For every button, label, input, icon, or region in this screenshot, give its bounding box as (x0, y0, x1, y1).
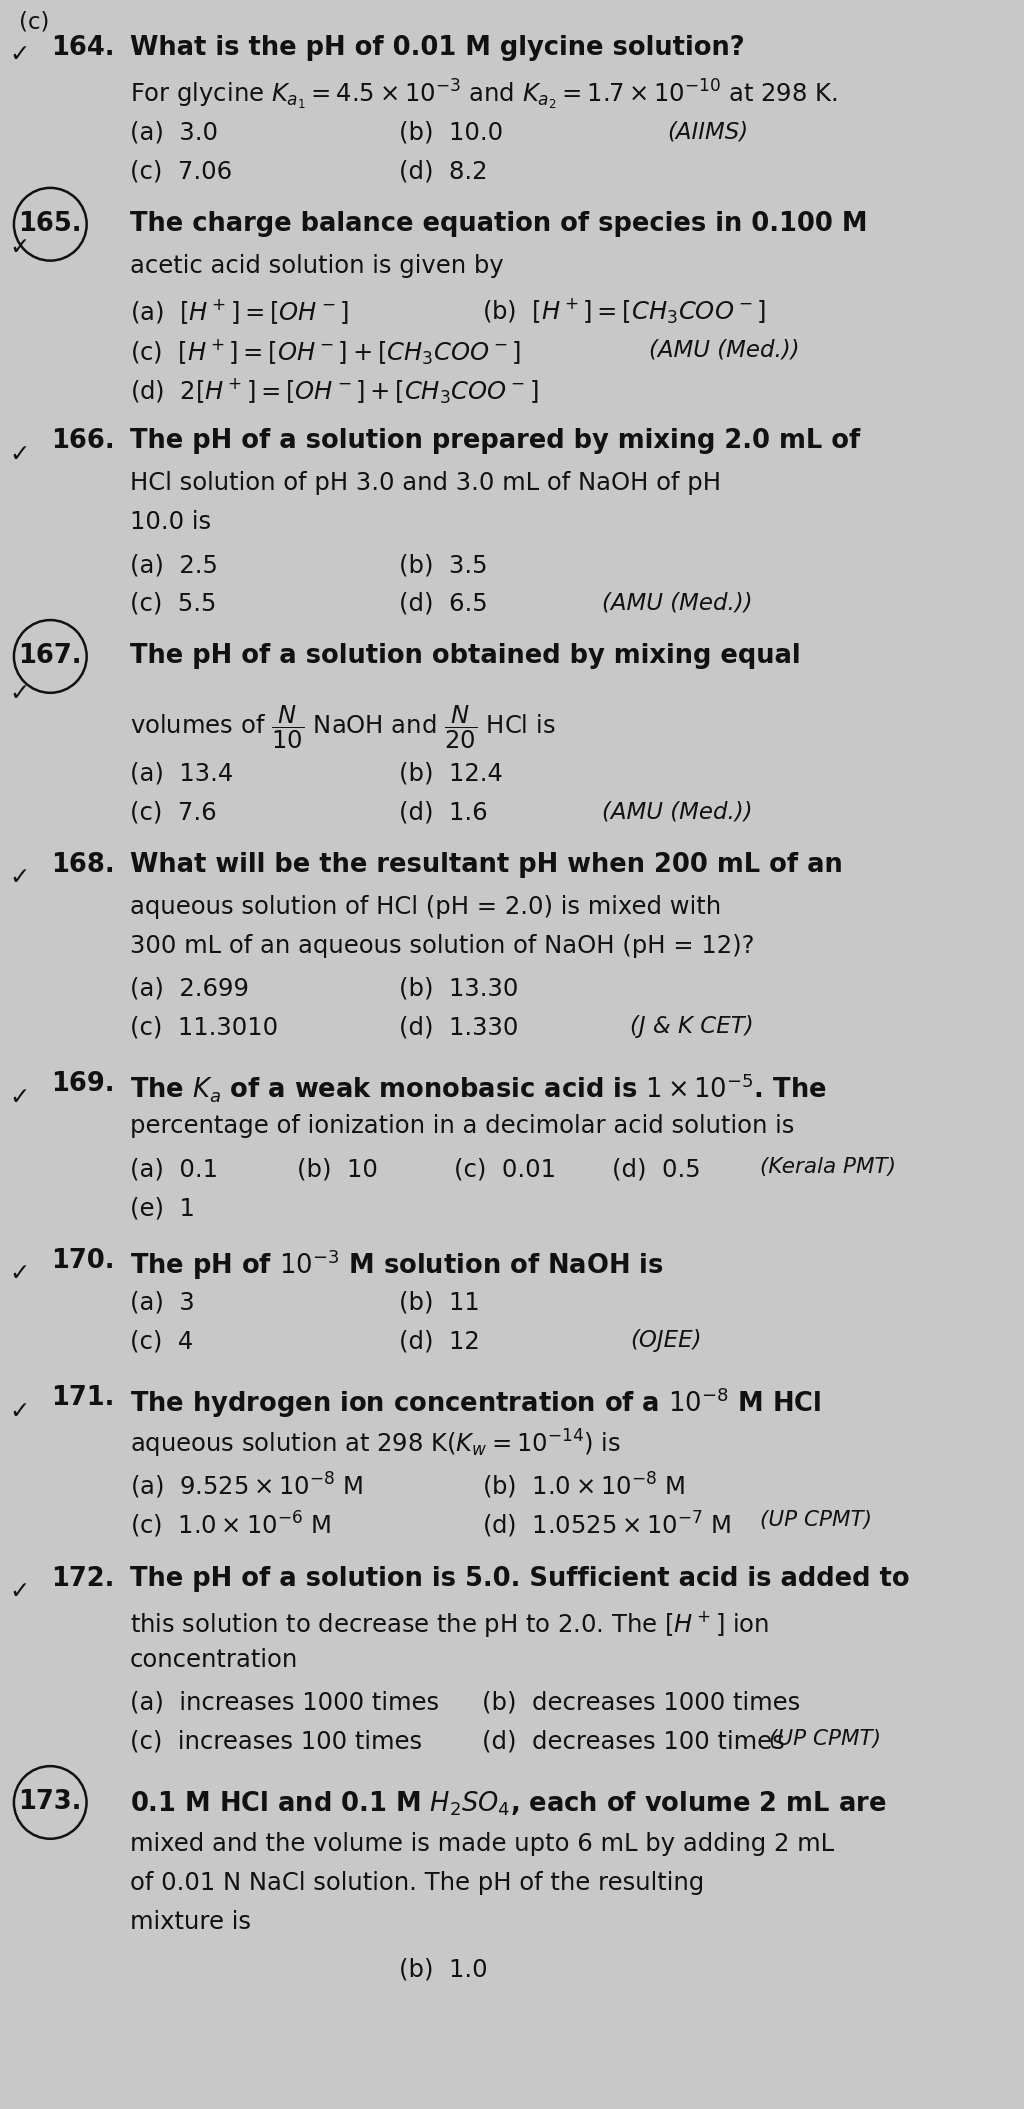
Text: (e)  1: (e) 1 (130, 1196, 195, 1219)
Text: ✓: ✓ (9, 1084, 30, 1109)
Text: 166.: 166. (51, 428, 115, 453)
Text: (b)  11: (b) 11 (398, 1291, 479, 1314)
Text: (UP CPMT): (UP CPMT) (760, 1510, 872, 1529)
Text: ✓: ✓ (9, 1580, 30, 1603)
Text: 171.: 171. (51, 1386, 115, 1411)
Text: (a)  3: (a) 3 (130, 1291, 195, 1314)
Text: ✓: ✓ (9, 681, 30, 704)
Text: ✓: ✓ (9, 1261, 30, 1284)
Text: 170.: 170. (51, 1249, 115, 1274)
Text: (d)  6.5: (d) 6.5 (398, 593, 487, 616)
Text: (a)  0.1: (a) 0.1 (130, 1158, 218, 1181)
Text: (c)  $[H^+]=[OH^-]+[CH_3COO^-]$: (c) $[H^+]=[OH^-]+[CH_3COO^-]$ (130, 337, 520, 367)
Text: (c)  0.01: (c) 0.01 (455, 1158, 556, 1181)
Text: (a)  $9.525\times10^{-8}$ M: (a) $9.525\times10^{-8}$ M (130, 1472, 364, 1502)
Text: 167.: 167. (18, 643, 82, 669)
Text: (a)  $[H^+]=[OH^-]$: (a) $[H^+]=[OH^-]$ (130, 297, 348, 327)
Text: (b)  10: (b) 10 (297, 1158, 378, 1181)
Text: (b)  decreases 1000 times: (b) decreases 1000 times (482, 1691, 800, 1715)
Text: The hydrogen ion concentration of a $10^{-8}$ M HCl: The hydrogen ion concentration of a $10^… (130, 1386, 821, 1419)
Text: 173.: 173. (18, 1788, 82, 1816)
Text: ✓: ✓ (9, 443, 30, 466)
Text: (b)  12.4: (b) 12.4 (398, 761, 503, 787)
Text: ✓: ✓ (9, 236, 30, 259)
Text: (c)  4: (c) 4 (130, 1329, 193, 1354)
Text: (OJEE): (OJEE) (631, 1329, 701, 1352)
Text: this solution to decrease the pH to 2.0. The $[H^+]$ ion: this solution to decrease the pH to 2.0.… (130, 1609, 769, 1639)
Text: 172.: 172. (51, 1565, 115, 1592)
Text: (a)  increases 1000 times: (a) increases 1000 times (130, 1691, 439, 1715)
Text: (AMU (Med.)): (AMU (Med.)) (602, 593, 753, 616)
Text: (a)  3.0: (a) 3.0 (130, 120, 218, 146)
Text: (d)  8.2: (d) 8.2 (398, 160, 487, 183)
Text: (b)  3.5: (b) 3.5 (398, 553, 487, 578)
Text: (a)  2.5: (a) 2.5 (130, 553, 218, 578)
Text: aqueous solution of HCl (pH = 2.0) is mixed with: aqueous solution of HCl (pH = 2.0) is mi… (130, 894, 721, 920)
Text: The pH of $10^{-3}$ M solution of NaOH is: The pH of $10^{-3}$ M solution of NaOH i… (130, 1249, 664, 1282)
Text: 169.: 169. (51, 1071, 115, 1097)
Text: (d)  decreases 100 times: (d) decreases 100 times (482, 1729, 784, 1753)
Text: (Kerala PMT): (Kerala PMT) (760, 1158, 896, 1177)
Text: 300 mL of an aqueous solution of NaOH (pH = 12)?: 300 mL of an aqueous solution of NaOH (p… (130, 934, 755, 957)
Text: (b)  1.0: (b) 1.0 (398, 1957, 487, 1980)
Text: The pH of a solution is 5.0. Sufficient acid is added to: The pH of a solution is 5.0. Sufficient … (130, 1565, 909, 1592)
Text: (AMU (Med.)): (AMU (Med.)) (649, 337, 800, 361)
Text: The pH of a solution obtained by mixing equal: The pH of a solution obtained by mixing … (130, 643, 801, 669)
Text: (d)  0.5: (d) 0.5 (611, 1158, 700, 1181)
Text: (c)  increases 100 times: (c) increases 100 times (130, 1729, 422, 1753)
Text: concentration: concentration (130, 1647, 298, 1672)
Text: (b)  $[H^+]=[CH_3COO^-]$: (b) $[H^+]=[CH_3COO^-]$ (482, 297, 766, 327)
Text: The $K_a$ of a weak monobasic acid is $1\times10^{-5}$. The: The $K_a$ of a weak monobasic acid is $1… (130, 1071, 826, 1105)
Text: mixture is: mixture is (130, 1911, 251, 1934)
Text: (AMU (Med.)): (AMU (Med.)) (602, 801, 753, 823)
Text: (d)  12: (d) 12 (398, 1329, 479, 1354)
Text: (a)  2.699: (a) 2.699 (130, 976, 249, 1000)
Text: 10.0 is: 10.0 is (130, 510, 211, 534)
Text: (c)  11.3010: (c) 11.3010 (130, 1014, 278, 1040)
Text: (b)  13.30: (b) 13.30 (398, 976, 518, 1000)
Text: percentage of ionization in a decimolar acid solution is: percentage of ionization in a decimolar … (130, 1114, 795, 1139)
Text: (UP CPMT): (UP CPMT) (769, 1729, 882, 1748)
Text: of 0.01 N NaCl solution. The pH of the resulting: of 0.01 N NaCl solution. The pH of the r… (130, 1871, 705, 1896)
Text: (d)  1.330: (d) 1.330 (398, 1014, 518, 1040)
Text: The pH of a solution prepared by mixing 2.0 mL of: The pH of a solution prepared by mixing … (130, 428, 860, 453)
Text: HCl solution of pH 3.0 and 3.0 mL of NaOH of pH: HCl solution of pH 3.0 and 3.0 mL of NaO… (130, 472, 721, 496)
Text: ✓: ✓ (9, 865, 30, 890)
Text: For glycine $K_{a_1}=4.5\times10^{-3}$ and $K_{a_2}=1.7\times10^{-10}$ at 298 K.: For glycine $K_{a_1}=4.5\times10^{-3}$ a… (130, 78, 838, 112)
Text: The charge balance equation of species in 0.100 M: The charge balance equation of species i… (130, 211, 867, 236)
Text: aqueous solution at 298 K($K_w=10^{-14}$) is: aqueous solution at 298 K($K_w=10^{-14}$… (130, 1428, 621, 1459)
Text: volumes of $\dfrac{N}{10}$ NaOH and $\dfrac{N}{20}$ HCl is: volumes of $\dfrac{N}{10}$ NaOH and $\df… (130, 704, 555, 751)
Text: (c)  $1.0\times10^{-6}$ M: (c) $1.0\times10^{-6}$ M (130, 1510, 331, 1540)
Text: (c)  7.06: (c) 7.06 (130, 160, 231, 183)
Text: (c)  5.5: (c) 5.5 (130, 593, 216, 616)
Text: ✓: ✓ (9, 1398, 30, 1424)
Text: (AIIMS): (AIIMS) (668, 120, 749, 143)
Text: (c)  7.6: (c) 7.6 (130, 801, 216, 825)
Text: (d)  $1.0525\times10^{-7}$ M: (d) $1.0525\times10^{-7}$ M (482, 1510, 731, 1540)
Text: (b)  10.0: (b) 10.0 (398, 120, 503, 146)
Text: What will be the resultant pH when 200 mL of an: What will be the resultant pH when 200 m… (130, 852, 843, 877)
Text: (d)  1.6: (d) 1.6 (398, 801, 487, 825)
Text: (c): (c) (18, 11, 49, 34)
Text: (b)  $1.0\times10^{-8}$ M: (b) $1.0\times10^{-8}$ M (482, 1472, 685, 1502)
Text: ✓: ✓ (9, 42, 30, 65)
Text: 165.: 165. (18, 211, 82, 236)
Text: (J & K CET): (J & K CET) (631, 1014, 754, 1038)
Text: 0.1 M HCl and 0.1 M $H_2SO_4$, each of volume 2 mL are: 0.1 M HCl and 0.1 M $H_2SO_4$, each of v… (130, 1788, 886, 1818)
Text: (a)  13.4: (a) 13.4 (130, 761, 233, 787)
Text: (d)  $2[H^+]=[OH^-]+[CH_3COO^-]$: (d) $2[H^+]=[OH^-]+[CH_3COO^-]$ (130, 378, 539, 407)
Text: acetic acid solution is given by: acetic acid solution is given by (130, 255, 504, 278)
Text: mixed and the volume is made upto 6 mL by adding 2 mL: mixed and the volume is made upto 6 mL b… (130, 1833, 834, 1856)
Text: What is the pH of 0.01 M glycine solution?: What is the pH of 0.01 M glycine solutio… (130, 36, 744, 61)
Text: 164.: 164. (51, 36, 115, 61)
Text: 168.: 168. (51, 852, 115, 877)
